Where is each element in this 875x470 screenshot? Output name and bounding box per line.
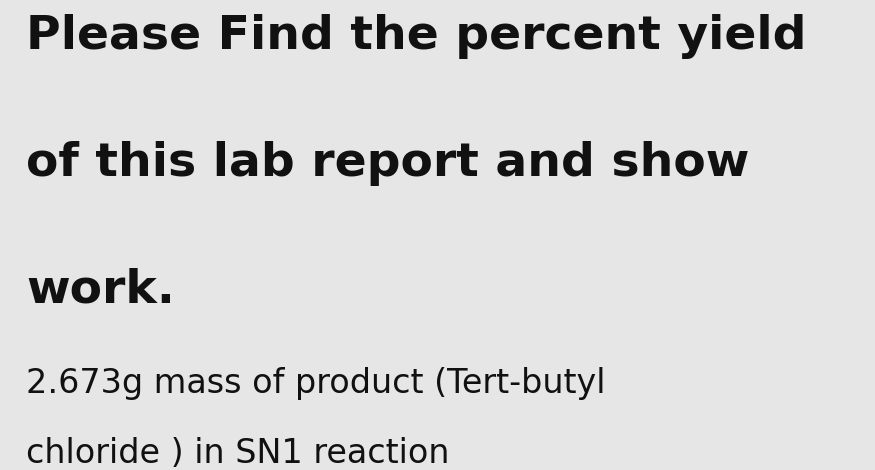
Text: 2.673g mass of product (Tert-butyl: 2.673g mass of product (Tert-butyl (26, 367, 605, 400)
Text: chloride ) in SN1 reaction: chloride ) in SN1 reaction (26, 437, 450, 470)
Text: of this lab report and show: of this lab report and show (26, 141, 750, 186)
Text: Please Find the percent yield: Please Find the percent yield (26, 14, 807, 59)
Text: work.: work. (26, 268, 175, 313)
